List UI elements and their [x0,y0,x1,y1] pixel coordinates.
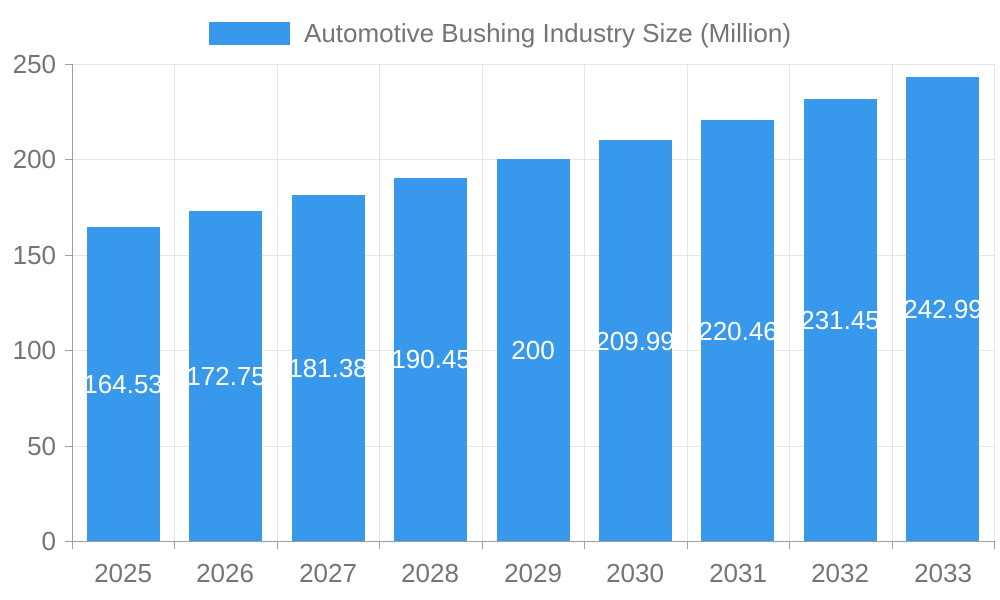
bar[interactable] [497,159,570,541]
x-axis-tick [277,542,278,549]
x-axis-tick [789,542,790,549]
legend-swatch-icon [209,21,290,45]
x-axis-line [72,541,995,542]
x-gridline [277,64,278,541]
bar[interactable] [599,140,672,541]
legend-label: Automotive Bushing Industry Size (Millio… [304,17,791,48]
y-axis-tick [65,159,72,160]
y-axis-tick [65,350,72,351]
chart-legend: Automotive Bushing Industry Size (Millio… [0,18,1000,48]
y-axis-tick [65,64,72,65]
y-gridline [72,64,995,65]
y-axis-tick [65,255,72,256]
y-axis-tick [65,541,72,542]
x-axis-tick-label: 2032 [811,558,869,588]
y-axis-tick-label: 250 [12,49,56,79]
y-axis-line [72,64,73,541]
bar[interactable] [189,211,262,541]
x-axis-tick-label: 2030 [606,558,664,588]
x-gridline [789,64,790,541]
x-axis-tick-label: 2031 [709,558,767,588]
y-axis-tick-label: 100 [12,335,56,365]
x-axis-tick [687,542,688,549]
x-gridline [482,64,483,541]
bar[interactable] [292,195,365,541]
x-axis-tick-label: 2025 [94,558,152,588]
x-gridline [379,64,380,541]
bar[interactable] [394,178,467,541]
x-axis-tick [994,542,995,549]
y-axis-tick-label: 0 [41,526,56,556]
x-axis-tick-label: 2029 [504,558,562,588]
x-axis-tick-label: 2033 [914,558,972,588]
x-gridline [174,64,175,541]
x-axis-tick-label: 2026 [196,558,254,588]
y-axis-tick-label: 150 [12,240,56,270]
bar[interactable] [804,99,877,541]
bar[interactable] [701,120,774,541]
y-axis-tick-label: 50 [27,431,56,461]
x-axis-tick [892,542,893,549]
y-axis-tick-label: 200 [12,144,56,174]
bar[interactable] [906,77,979,541]
x-axis-tick-label: 2028 [401,558,459,588]
y-axis-tick [65,446,72,447]
x-axis-tick [72,542,73,549]
x-gridline [584,64,585,541]
x-axis-tick [174,542,175,549]
x-axis-tick [379,542,380,549]
bar[interactable] [87,227,160,541]
x-axis-tick-label: 2027 [299,558,357,588]
x-axis-tick [584,542,585,549]
x-axis-tick [482,542,483,549]
x-gridline [892,64,893,541]
x-gridline [687,64,688,541]
x-gridline [994,64,995,541]
